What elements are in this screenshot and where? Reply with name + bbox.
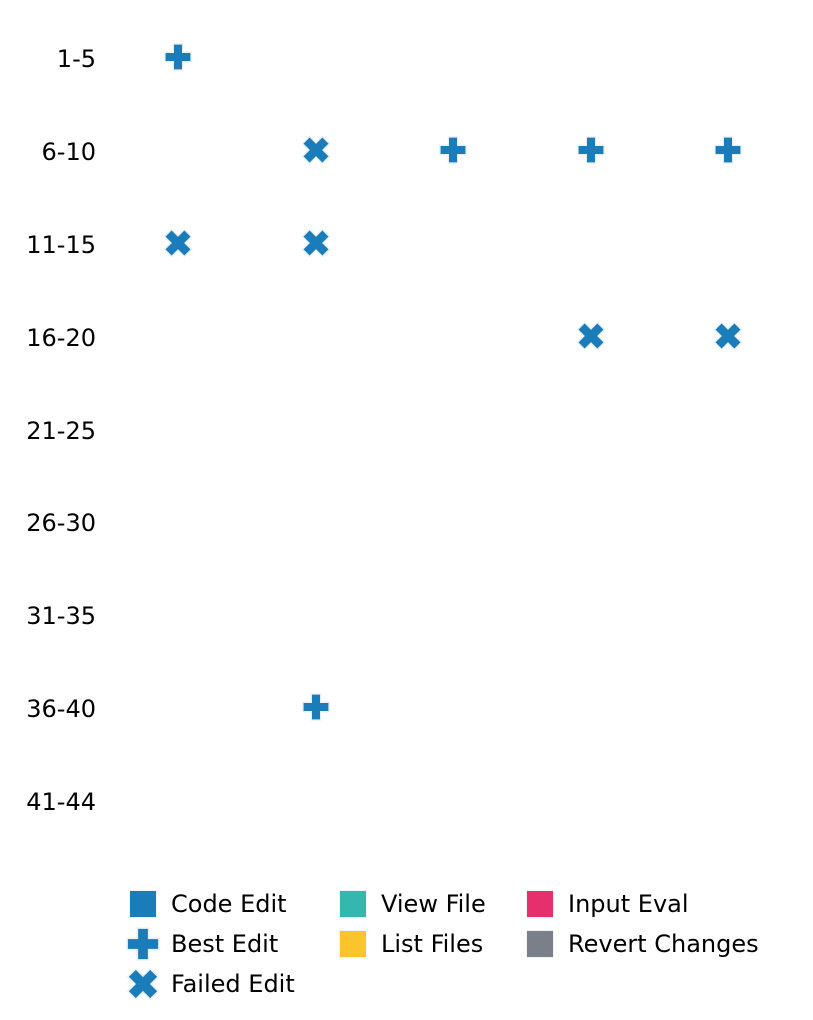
legend-label: Failed Edit	[171, 970, 295, 998]
legend-plus-icon	[125, 927, 161, 961]
legend-square-swatch-icon	[522, 930, 558, 958]
legend-entry-revert-changes: Revert Changes	[522, 924, 759, 964]
legend-column: View File List Files	[335, 884, 486, 964]
legend-x-icon	[125, 967, 161, 1001]
legend-entry-best-edit: Best Edit	[125, 924, 295, 964]
legend-entry-input-eval: Input Eval	[522, 884, 759, 924]
legend-column: Input Eval Revert Changes	[522, 884, 759, 964]
marker-failed-edit	[713, 321, 743, 355]
row-label: 16-20	[26, 323, 96, 352]
legend-square-swatch-icon	[335, 930, 371, 958]
row-label: 31-35	[26, 602, 96, 631]
marker-failed-edit	[301, 228, 331, 262]
legend-label: List Files	[381, 930, 484, 958]
legend-entry-code-edit: Code Edit	[125, 884, 295, 924]
legend-label: Revert Changes	[568, 930, 759, 958]
marker-best-edit	[164, 43, 192, 75]
row-label: 21-25	[26, 416, 96, 445]
row-label: 26-30	[26, 509, 96, 538]
marker-best-edit	[576, 136, 605, 168]
legend-square-swatch-icon	[522, 890, 558, 918]
marker-failed-edit	[576, 321, 606, 355]
row-label: 1-5	[56, 45, 96, 73]
marker-failed-edit	[301, 135, 331, 169]
legend-square-swatch-icon	[125, 890, 161, 918]
row-label: 11-15	[26, 230, 96, 259]
marker-best-edit	[439, 136, 467, 168]
marker-best-edit	[714, 136, 742, 168]
legend-entry-failed-edit: Failed Edit	[125, 964, 295, 1004]
row-label: 6-10	[41, 137, 96, 166]
legend-entry-view-file: View File	[335, 884, 486, 924]
legend-column: Code Edit Best Edit Failed Edit	[125, 884, 295, 1004]
legend-label: Best Edit	[171, 930, 279, 958]
row-label: 36-40	[26, 695, 96, 724]
legend-entry-list-files: List Files	[335, 924, 486, 964]
marker-failed-edit	[163, 228, 193, 262]
legend-square-swatch-icon	[335, 890, 371, 918]
marker-best-edit	[301, 693, 330, 725]
legend-label: Code Edit	[171, 890, 287, 918]
legend-label: Input Eval	[568, 890, 689, 918]
row-label: 41-44	[26, 788, 96, 816]
legend-label: View File	[381, 890, 486, 918]
